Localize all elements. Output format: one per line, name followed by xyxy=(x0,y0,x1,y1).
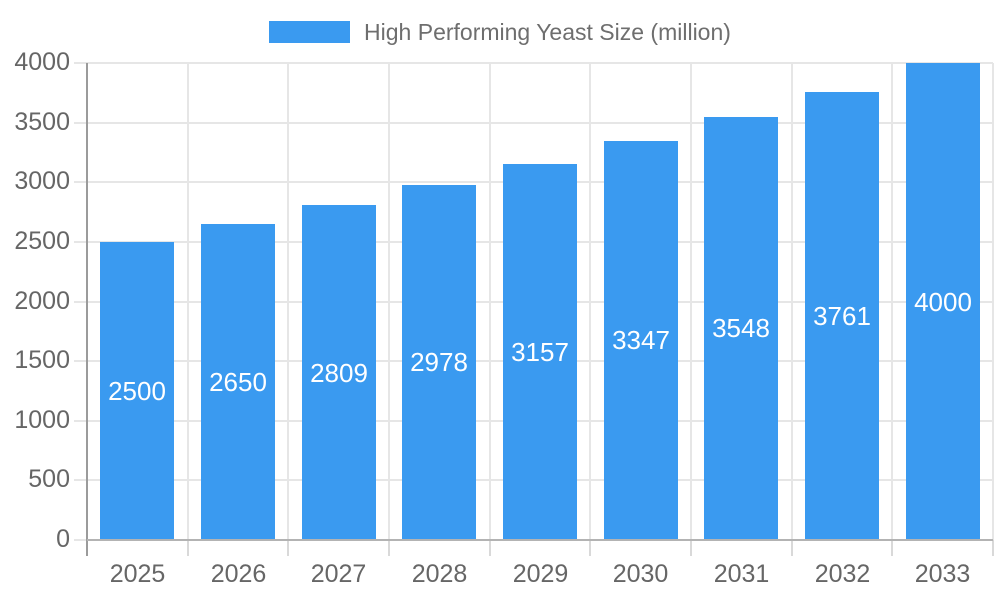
gridline-vertical xyxy=(388,63,390,540)
x-axis-tick xyxy=(992,540,994,556)
bar[interactable] xyxy=(906,63,980,540)
gridline-vertical xyxy=(992,63,994,540)
gridline-vertical xyxy=(589,63,591,540)
bar[interactable] xyxy=(100,242,174,540)
bar[interactable] xyxy=(604,141,678,540)
bar-value-label: 3157 xyxy=(511,337,569,367)
y-axis-tick xyxy=(74,181,87,183)
legend-swatch-icon xyxy=(269,21,351,43)
bar-value-label: 3761 xyxy=(813,301,871,331)
x-axis-tick-label: 2026 xyxy=(210,560,267,588)
y-axis-tick xyxy=(74,479,87,481)
bar-value-label: 3347 xyxy=(612,325,670,355)
bar[interactable] xyxy=(503,164,577,540)
y-axis-tick-label: 4000 xyxy=(14,48,70,76)
y-axis-tick-label: 3000 xyxy=(14,167,70,195)
gridline-horizontal xyxy=(87,122,993,124)
bar-value-label: 2978 xyxy=(410,347,468,377)
y-axis-tick-label: 0 xyxy=(56,525,70,553)
bar[interactable] xyxy=(302,205,376,540)
gridline-horizontal xyxy=(87,62,993,64)
gridline-vertical xyxy=(791,63,793,540)
x-axis-baseline xyxy=(87,539,993,541)
x-axis-tick-label: 2030 xyxy=(612,560,669,588)
bar-value-label: 3548 xyxy=(712,313,770,343)
y-axis-tick-label: 3500 xyxy=(14,108,70,136)
y-axis-tick-label: 2000 xyxy=(14,287,70,315)
x-axis-tick xyxy=(187,540,189,556)
y-axis-tick xyxy=(74,539,87,541)
x-axis-tick xyxy=(589,540,591,556)
x-axis-tick-label: 2027 xyxy=(310,560,367,588)
bar-value-label: 2809 xyxy=(310,358,368,388)
bar[interactable] xyxy=(402,185,476,540)
x-axis-tick-label: 2031 xyxy=(713,560,770,588)
y-axis-tick-label: 2500 xyxy=(14,227,70,255)
y-axis-line xyxy=(86,63,88,556)
y-axis-tick xyxy=(74,360,87,362)
bar-value-label: 2650 xyxy=(209,367,267,397)
y-axis-tick xyxy=(74,62,87,64)
y-axis-tick-label: 1500 xyxy=(14,346,70,374)
x-axis-tick-label: 2028 xyxy=(411,560,468,588)
x-axis-tick-label: 2029 xyxy=(512,560,569,588)
x-axis-tick xyxy=(891,540,893,556)
y-axis-tick xyxy=(74,301,87,303)
gridline-vertical xyxy=(287,63,289,540)
bar[interactable] xyxy=(805,92,879,540)
x-axis-tick xyxy=(791,540,793,556)
gridline-vertical xyxy=(489,63,491,540)
bar[interactable] xyxy=(704,117,778,540)
x-axis-tick xyxy=(287,540,289,556)
y-axis-tick-label: 500 xyxy=(28,465,70,493)
x-axis-tick xyxy=(489,540,491,556)
x-axis-tick xyxy=(388,540,390,556)
bar-value-label: 4000 xyxy=(914,287,972,317)
gridline-vertical xyxy=(891,63,893,540)
legend[interactable]: High Performing Yeast Size (million) xyxy=(0,18,1000,46)
y-axis-tick xyxy=(74,122,87,124)
legend-label: High Performing Yeast Size (million) xyxy=(364,19,731,45)
x-axis-tick-label: 2033 xyxy=(914,560,971,588)
bar[interactable] xyxy=(201,224,275,540)
x-axis-tick-label: 2025 xyxy=(109,560,166,588)
y-axis-tick xyxy=(74,241,87,243)
bar-value-label: 2500 xyxy=(108,376,166,406)
y-axis-tick-label: 1000 xyxy=(14,406,70,434)
x-axis-tick-label: 2032 xyxy=(814,560,871,588)
gridline-vertical xyxy=(187,63,189,540)
gridline-vertical xyxy=(690,63,692,540)
y-axis-tick xyxy=(74,420,87,422)
x-axis-tick xyxy=(690,540,692,556)
